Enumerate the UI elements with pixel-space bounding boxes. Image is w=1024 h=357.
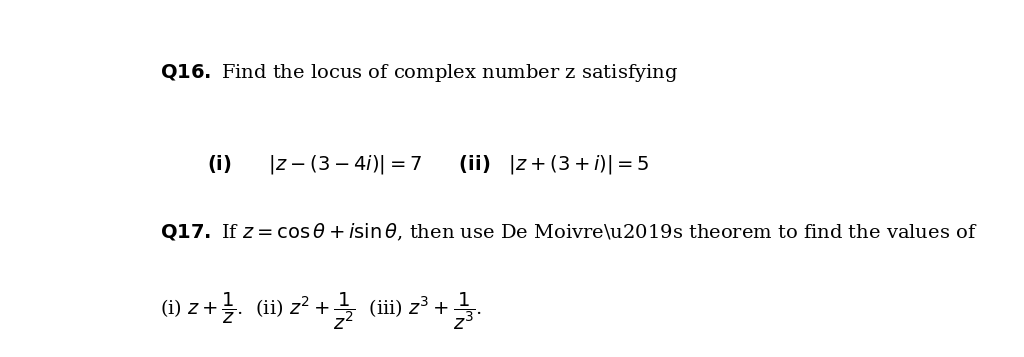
Text: $\bf{Q17.}$ If $z=\cos\theta+i\sin\theta$, then use De Moivre\u2019s theorem to : $\bf{Q17.}$ If $z=\cos\theta+i\sin\theta… [160,221,977,243]
Text: (i) $z+\dfrac{1}{z}$.  (ii) $z^{2}+\dfrac{1}{z^{2}}$  (iii) $z^{3}+\dfrac{1}{z^{: (i) $z+\dfrac{1}{z}$. (ii) $z^{2}+\dfrac… [160,290,482,332]
Text: $\bf{(i)}$      $|z-(3-4i)|=7$      $\bf{(ii)}$   $|z+(3+i)|=5$: $\bf{(i)}$ $|z-(3-4i)|=7$ $\bf{(ii)}$ $|… [207,153,650,176]
Text: $\bf{Q16.}$ Find the locus of complex number z satisfying: $\bf{Q16.}$ Find the locus of complex nu… [160,62,678,84]
